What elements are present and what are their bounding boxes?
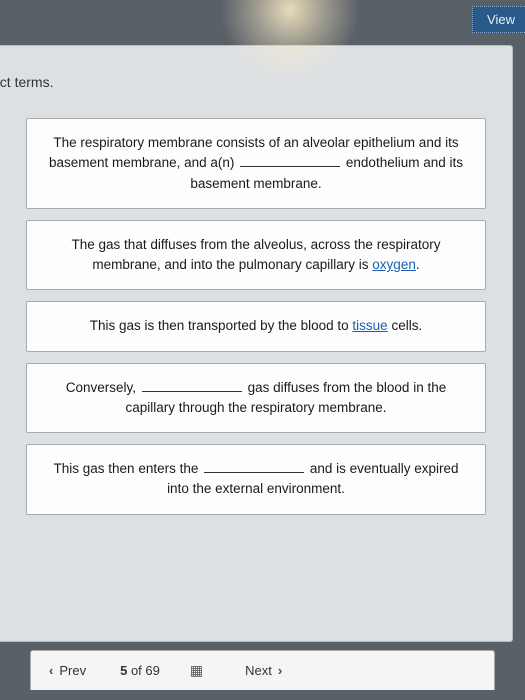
chevron-right-icon: › — [278, 663, 282, 678]
next-button[interactable]: Next › — [217, 663, 310, 678]
q3-text-2: cells. — [391, 318, 422, 333]
prev-button[interactable]: ‹ Prev — [31, 663, 104, 678]
bottom-nav: ‹ Prev 5 of 69 ▦ Next › — [30, 650, 495, 690]
question-1[interactable]: The respiratory membrane consists of an … — [26, 118, 486, 209]
page-current: 5 — [120, 663, 127, 678]
question-2[interactable]: The gas that diffuses from the alveolus,… — [26, 220, 486, 291]
grid-view-button[interactable]: ▦ — [176, 662, 217, 679]
view-button[interactable]: View — [472, 6, 525, 33]
q5-text-1: This gas then enters the — [54, 461, 199, 476]
q2-answer[interactable]: oxygen — [372, 257, 416, 272]
page-indicator: 5 of 69 — [104, 663, 176, 678]
question-3[interactable]: This gas is then transported by the bloo… — [26, 301, 486, 351]
q3-text-1: This gas is then transported by the bloo… — [90, 318, 349, 333]
q4-blank[interactable] — [142, 378, 242, 392]
q3-answer[interactable]: tissue — [352, 318, 387, 333]
main-panel: ect terms. The respiratory membrane cons… — [0, 45, 513, 642]
q5-blank[interactable] — [204, 460, 304, 474]
q2-text-2: . — [416, 257, 420, 272]
question-5[interactable]: This gas then enters the and is eventual… — [26, 444, 486, 515]
chevron-left-icon: ‹ — [49, 663, 53, 678]
page-total: 69 — [145, 663, 159, 678]
next-label: Next — [245, 663, 272, 678]
instruction-text: ect terms. — [0, 46, 512, 90]
q4-text-1: Conversely, — [66, 380, 136, 395]
view-label: View — [487, 12, 515, 27]
question-4[interactable]: Conversely, gas diffuses from the blood … — [26, 363, 486, 434]
page-of: of — [131, 663, 142, 678]
questions-container: The respiratory membrane consists of an … — [0, 90, 512, 515]
prev-label: Prev — [59, 663, 86, 678]
q1-blank[interactable] — [240, 154, 340, 168]
grid-icon: ▦ — [190, 662, 203, 678]
